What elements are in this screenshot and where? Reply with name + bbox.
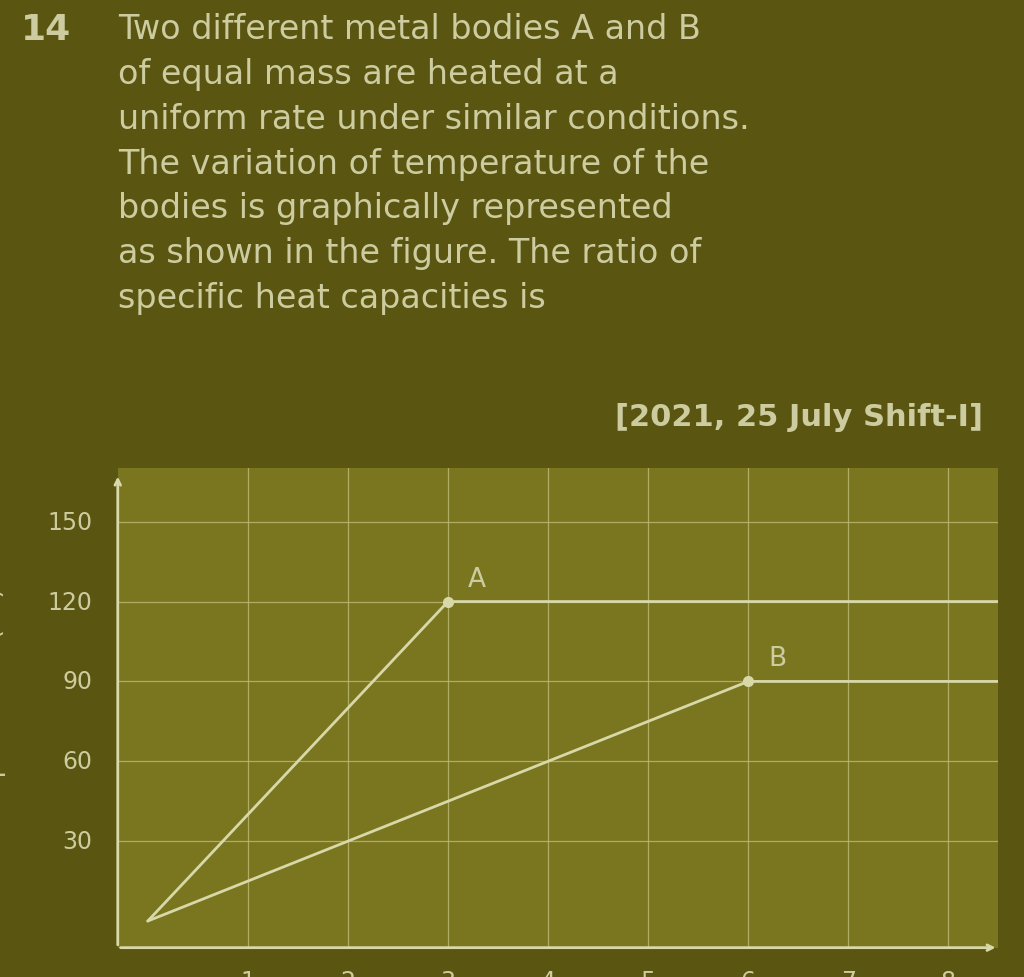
Text: B: B — [768, 646, 786, 672]
Text: 5: 5 — [641, 969, 655, 977]
Text: Two different metal bodies A and B
of equal mass are heated at a
uniform rate un: Two different metal bodies A and B of eq… — [118, 14, 750, 315]
Text: 4: 4 — [541, 969, 556, 977]
Text: Temperature T(°C): Temperature T(°C) — [0, 586, 6, 830]
Text: 14: 14 — [20, 14, 71, 48]
Text: 90: 90 — [62, 670, 93, 694]
Text: 6: 6 — [740, 969, 756, 977]
Text: 150: 150 — [48, 510, 93, 534]
Text: 3: 3 — [440, 969, 456, 977]
Text: 2: 2 — [340, 969, 355, 977]
Text: 30: 30 — [62, 829, 93, 853]
Text: 7: 7 — [841, 969, 856, 977]
Text: [2021, 25 July Shift-I]: [2021, 25 July Shift-I] — [615, 403, 983, 432]
Text: 120: 120 — [48, 590, 93, 614]
Text: A: A — [468, 566, 486, 592]
Text: 60: 60 — [62, 749, 93, 774]
Text: 8: 8 — [941, 969, 956, 977]
Text: 1: 1 — [241, 969, 255, 977]
